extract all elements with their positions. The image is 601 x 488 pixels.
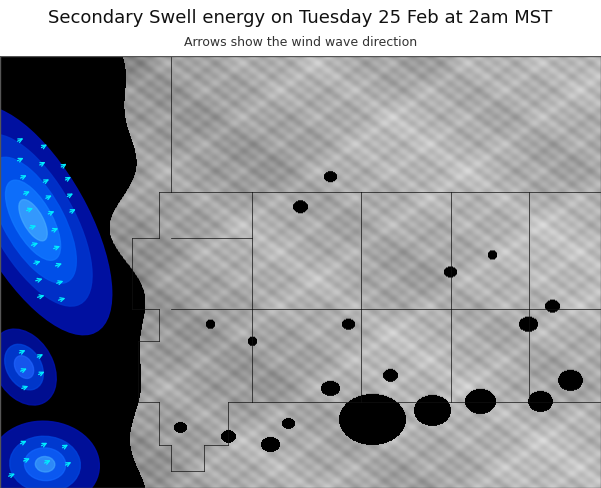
Ellipse shape (0, 106, 112, 335)
Text: Arrows show the wind wave direction: Arrows show the wind wave direction (184, 36, 417, 49)
Ellipse shape (0, 134, 92, 306)
Ellipse shape (35, 456, 55, 472)
Ellipse shape (10, 436, 81, 488)
Ellipse shape (19, 200, 47, 241)
Ellipse shape (5, 180, 61, 260)
Ellipse shape (0, 157, 76, 283)
Text: Secondary Swell energy on Tuesday 25 Feb at 2am MST: Secondary Swell energy on Tuesday 25 Feb… (48, 9, 553, 27)
Ellipse shape (5, 345, 43, 390)
Ellipse shape (0, 421, 99, 488)
Ellipse shape (0, 329, 56, 405)
Ellipse shape (14, 356, 34, 379)
Ellipse shape (25, 448, 66, 481)
